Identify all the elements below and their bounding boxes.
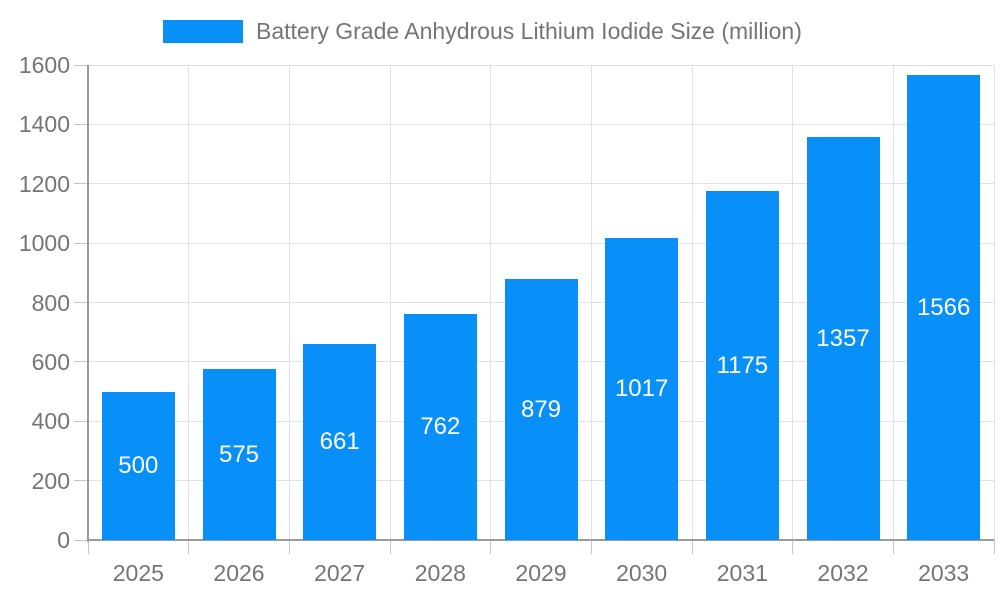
bar-2026[interactable]: 575 <box>202 369 276 540</box>
x-tick <box>188 540 190 554</box>
bar-2025[interactable]: 500 <box>101 391 175 540</box>
bar-text: 500 <box>118 451 159 479</box>
y-axis-label: 1200 <box>18 170 70 197</box>
bar-2031[interactable]: 1175 <box>705 191 779 540</box>
x-tick <box>288 540 290 554</box>
y-axis-label: 800 <box>31 289 70 316</box>
bar-text: 879 <box>520 395 562 423</box>
y-axis-label: 0 <box>57 527 70 553</box>
y-gridline <box>88 64 994 66</box>
bar-2033[interactable]: 1566 <box>907 75 981 540</box>
y-tick <box>74 123 88 125</box>
x-axis-label: 2033 <box>918 560 970 586</box>
bar-2027[interactable]: 661 <box>303 343 377 540</box>
x-gridline <box>490 65 492 540</box>
y-axis-label: 400 <box>31 408 70 435</box>
x-tick <box>892 540 894 554</box>
y-axis-label: 600 <box>31 348 70 375</box>
bar-text: 661 <box>319 427 360 455</box>
legend[interactable]: Battery Grade Anhydrous Lithium Iodide S… <box>163 18 802 45</box>
x-axis-label: 2027 <box>314 560 366 586</box>
bar-text: 762 <box>420 412 461 440</box>
bar-text: 575 <box>218 440 260 468</box>
bar-2028[interactable]: 762 <box>403 313 477 540</box>
legend-label: Battery Grade Anhydrous Lithium Iodide S… <box>256 18 802 44</box>
y-axis-line <box>87 65 89 542</box>
y-tick <box>74 302 88 303</box>
y-tick <box>74 361 88 363</box>
bar-text: 1566 <box>916 293 971 321</box>
x-tick <box>691 540 693 554</box>
bar-2029[interactable]: 879 <box>504 279 578 540</box>
x-axis-label: 2028 <box>414 560 466 586</box>
x-gridline <box>188 65 190 540</box>
x-gridline <box>691 65 693 540</box>
x-axis-label: 2030 <box>616 560 668 586</box>
bar-text: 1357 <box>816 324 870 352</box>
y-tick <box>74 64 88 66</box>
x-tick <box>993 540 995 554</box>
bar-text: 1175 <box>716 351 769 379</box>
x-axis-label: 2032 <box>817 560 869 586</box>
y-axis-label: 1600 <box>18 52 70 78</box>
legend-swatch <box>163 20 243 43</box>
y-tick <box>74 539 88 541</box>
bar-2030[interactable]: 1017 <box>605 238 679 540</box>
x-axis-label: 2025 <box>112 560 164 586</box>
y-gridline <box>88 123 994 125</box>
x-gridline <box>389 65 391 540</box>
x-gridline <box>288 65 290 540</box>
x-gridline <box>590 65 592 540</box>
x-axis-label: 2031 <box>716 560 768 586</box>
x-tick <box>87 540 89 554</box>
y-tick <box>74 242 88 244</box>
x-tick <box>389 540 391 554</box>
bar-text: 1017 <box>614 375 669 403</box>
x-gridline <box>993 65 995 540</box>
x-tick <box>590 540 592 554</box>
x-tick <box>792 540 794 554</box>
y-tick <box>74 183 88 185</box>
y-tick <box>74 480 88 482</box>
y-axis-label: 1400 <box>18 111 70 138</box>
y-axis-label: 200 <box>31 467 70 494</box>
x-tick <box>490 540 492 554</box>
plot-area: 0 200 400 600 800 1000 1200 1400 1600 500 2025 575 2… <box>19 53 995 586</box>
bar-2032[interactable]: 1357 <box>806 137 880 540</box>
x-gridline <box>892 65 894 540</box>
y-tick <box>74 420 88 422</box>
x-gridline <box>792 65 794 540</box>
x-axis-label: 2029 <box>515 560 567 586</box>
y-axis-label: 1000 <box>18 230 70 257</box>
x-axis-label: 2026 <box>213 560 265 586</box>
